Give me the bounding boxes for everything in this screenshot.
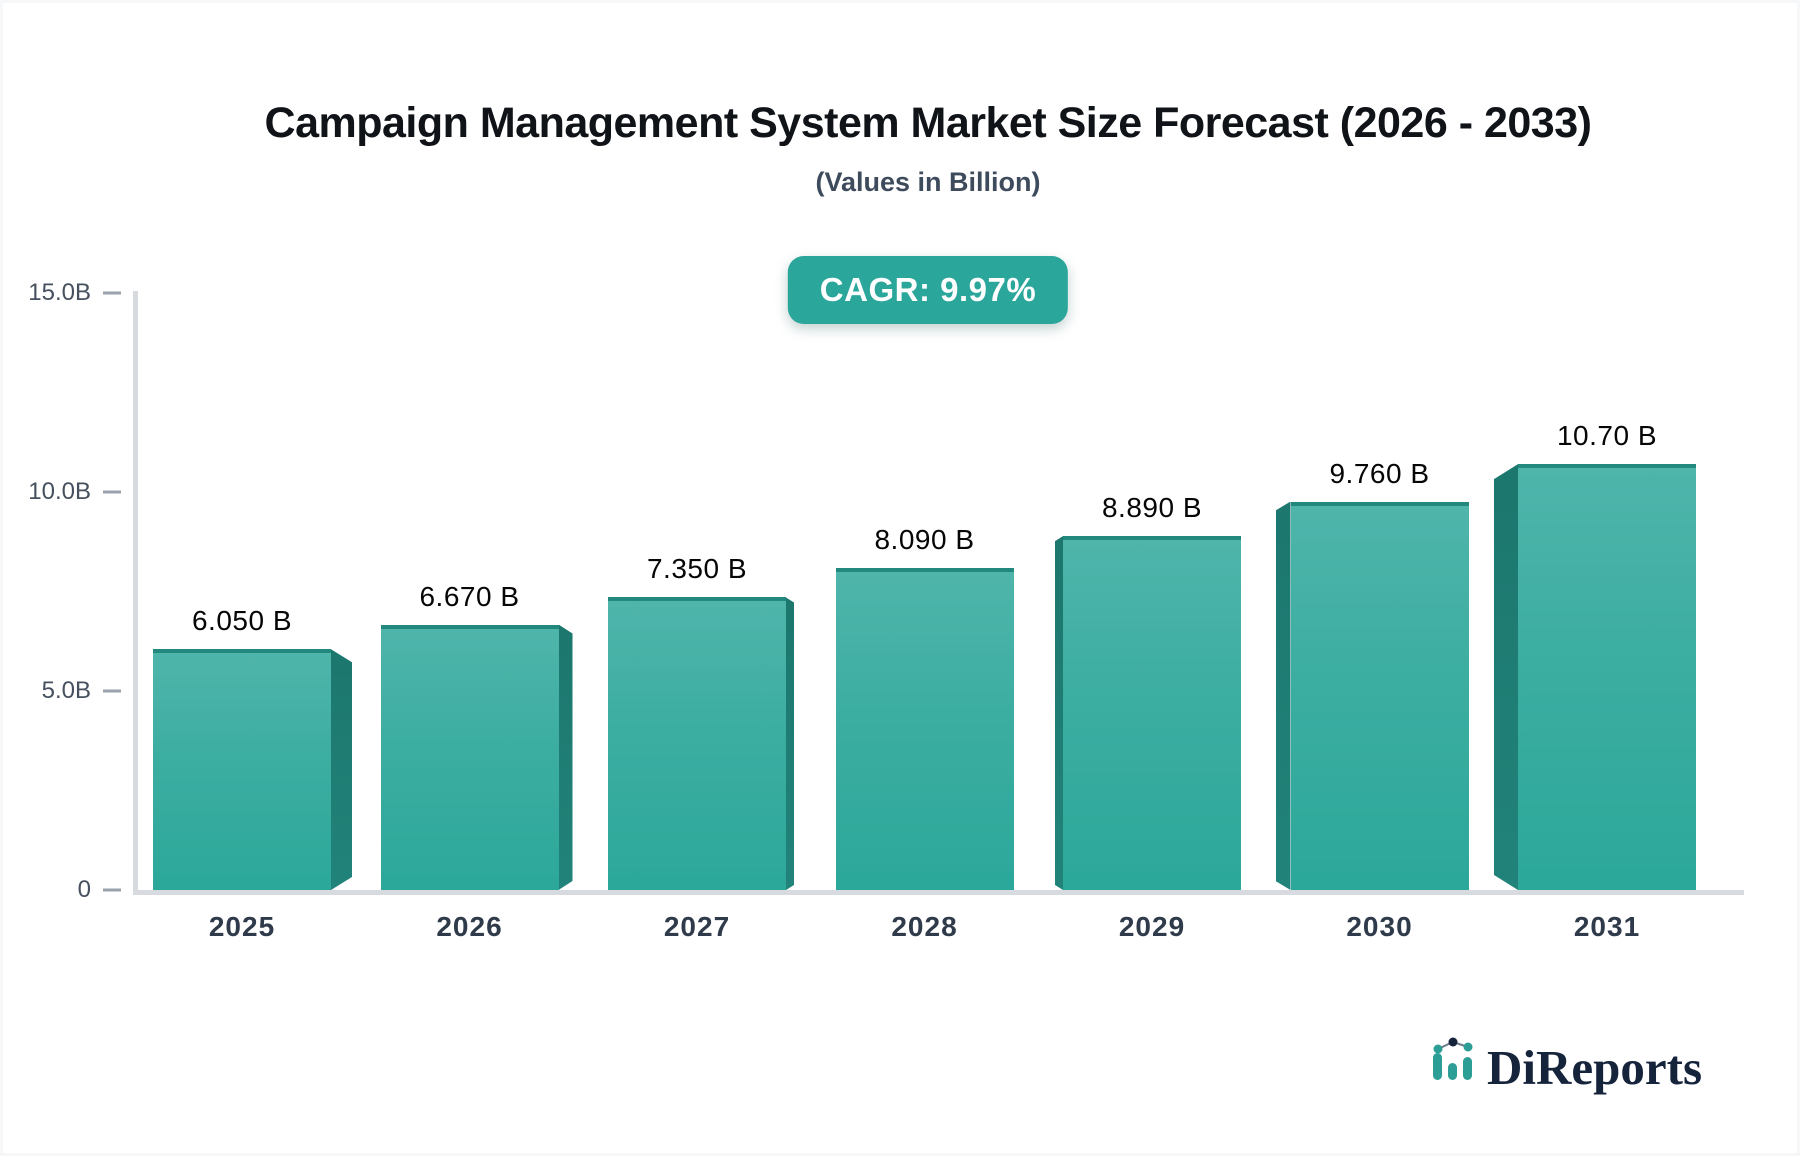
x-axis-label-2030: 2030: [1346, 911, 1413, 942]
x-axis-label-2028: 2028: [891, 911, 958, 942]
y-axis-line: [133, 291, 138, 895]
x-axis-line: [133, 890, 1744, 895]
brand-name: DiReports: [1487, 1040, 1703, 1095]
bar-value-label-2031: 10.70 B: [1556, 420, 1658, 452]
y-tick-label: 5.0B: [41, 677, 91, 704]
y-tick-label: 10.0B: [28, 478, 91, 505]
bar-value-label-2028: 8.090 B: [874, 524, 975, 556]
bar-2030: [1290, 501, 1469, 890]
x-axis-label-2026: 2026: [436, 911, 503, 942]
chart-subtitle: (Values in Billion): [815, 167, 1041, 197]
bar-value-label-2026: 6.670 B: [419, 580, 520, 612]
y-tick-mark: [103, 689, 121, 693]
bar-2025: [153, 649, 331, 890]
bar-side-2031: [1494, 464, 1518, 890]
y-tick-mark: [103, 888, 121, 892]
bar-value-label-2029: 8.890 B: [1101, 492, 1203, 524]
bar-side-2026: [559, 625, 573, 890]
brand-bars-icon: [1433, 1037, 1473, 1080]
bar-side-2029: [1055, 536, 1063, 890]
bar-side-2025: [331, 649, 352, 890]
brand-logo: DiReports: [1431, 1036, 1702, 1092]
bar-value-label-2030: 9.760 B: [1329, 457, 1430, 489]
bar-2031: [1518, 464, 1696, 890]
bar-2026: [380, 624, 559, 890]
bar-2029: [1063, 536, 1241, 890]
bar-side-2030: [1276, 502, 1291, 890]
cagr-badge-label: CAGR: 9.97%: [819, 271, 1037, 308]
x-axis-label-2025: 2025: [208, 911, 276, 942]
bar-value-label-2027: 7.350 B: [646, 553, 748, 585]
chart-title: Campaign Management System Market Size F…: [264, 99, 1592, 147]
y-tick-label: 15.0B: [28, 279, 91, 306]
cagr-badge: CAGR: 9.97%: [787, 256, 1069, 324]
y-tick-mark: [103, 291, 121, 295]
y-tick-mark: [103, 490, 121, 494]
bar-value-label-2025: 6.050 B: [191, 605, 293, 637]
x-axis-label-2031: 2031: [1573, 911, 1641, 942]
x-axis-label-2029: 2029: [1118, 911, 1186, 942]
y-tick-label: 0: [77, 876, 91, 903]
x-axis-label-2027: 2027: [663, 911, 731, 942]
bar-2028: [835, 568, 1014, 890]
bar-2027: [608, 597, 786, 890]
bar-side-2027: [786, 597, 794, 890]
